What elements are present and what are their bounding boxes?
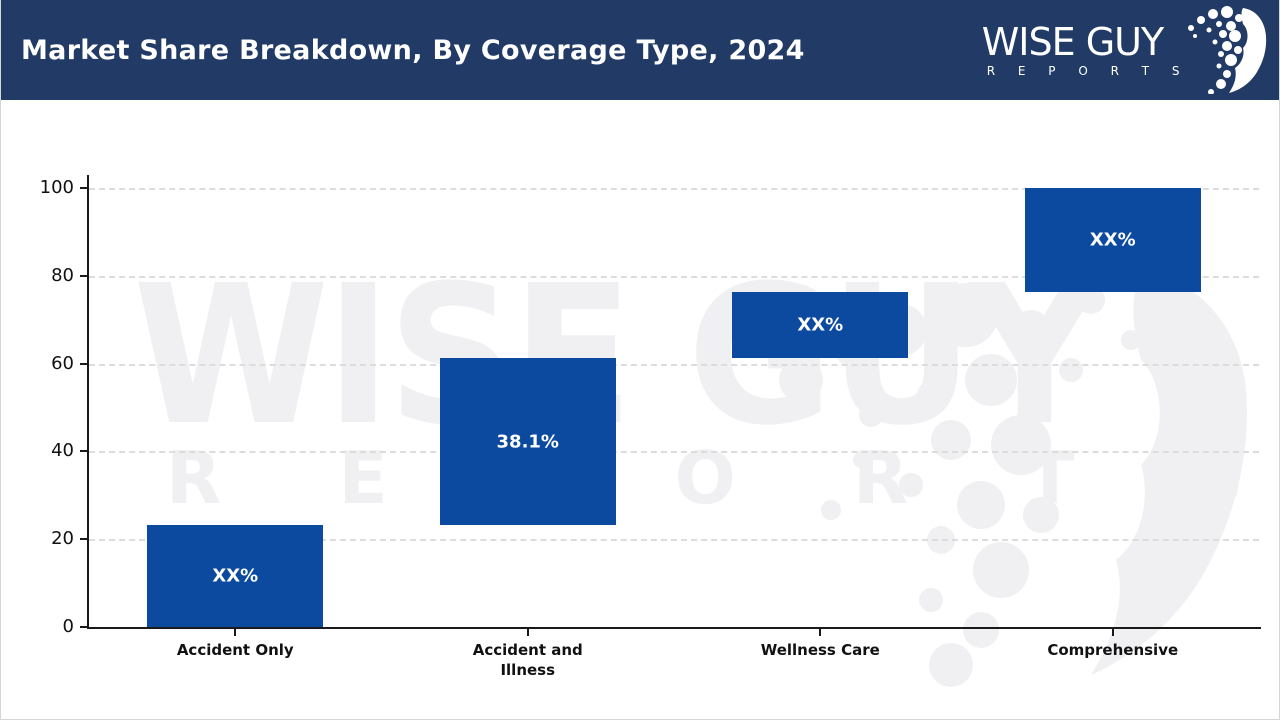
chart-area: WISE GUY R E P O R T S 0 20 40 60 80 100 XX% Ac… [1, 100, 1280, 719]
x-axis [87, 627, 1261, 629]
y-tick-label: 0 [62, 616, 74, 637]
y-axis [87, 175, 89, 629]
header-bar: Market Share Breakdown, By Coverage Type… [1, 0, 1279, 100]
bar-segment [1024, 188, 1201, 292]
watermark-face-dots [779, 270, 1247, 687]
wise-guy-reports-logo: WISE GUY R E P O R T S [982, 6, 1267, 94]
y-tick [80, 187, 87, 189]
y-tick-label: 20 [51, 528, 74, 550]
y-tick-label: 100 [39, 177, 74, 198]
y-tick-label: 80 [51, 264, 74, 286]
y-gridline [89, 539, 1259, 542]
x-tick [234, 629, 237, 636]
bar-segment [147, 525, 324, 627]
y-gridline [89, 275, 1259, 278]
bar-value-label: XX% [797, 314, 844, 336]
bar-segment [439, 357, 616, 526]
bar-value-label: XX% [1089, 229, 1136, 251]
y-tick-label: 60 [51, 352, 74, 374]
x-tick [1111, 629, 1114, 636]
page-title: Market Share Breakdown, By Coverage Type… [21, 34, 805, 66]
x-category-label: Accident Only [176, 641, 294, 659]
x-tick [819, 629, 822, 636]
x-category-label: Wellness Care [760, 641, 880, 659]
x-category-label: Accident and Illness [472, 641, 583, 680]
y-tick-label: 40 [51, 440, 74, 462]
logo-text: WISE GUY R E P O R T S [982, 23, 1189, 77]
y-tick [80, 362, 87, 365]
watermark-subtitle: R E P O R T S [166, 436, 1280, 520]
y-tick [80, 450, 87, 453]
watermark-wordmark: WISE GUY [133, 243, 1099, 468]
logo-face-icon [1188, 6, 1267, 94]
y-tick [80, 538, 87, 541]
y-gridline [89, 451, 1259, 454]
bar-value-label: 38.1% [496, 431, 559, 453]
y-tick [80, 626, 87, 628]
y-tick [80, 274, 87, 277]
logo-subtitle: R E P O R T S [986, 64, 1189, 78]
x-category-label: Comprehensive [1047, 641, 1179, 659]
bar-value-label: XX% [212, 565, 259, 587]
logo-wordmark: WISE GUY [981, 20, 1164, 64]
x-tick [526, 629, 529, 636]
y-gridline [89, 363, 1259, 366]
y-gridline [89, 188, 1259, 190]
bar-segment [732, 291, 909, 358]
